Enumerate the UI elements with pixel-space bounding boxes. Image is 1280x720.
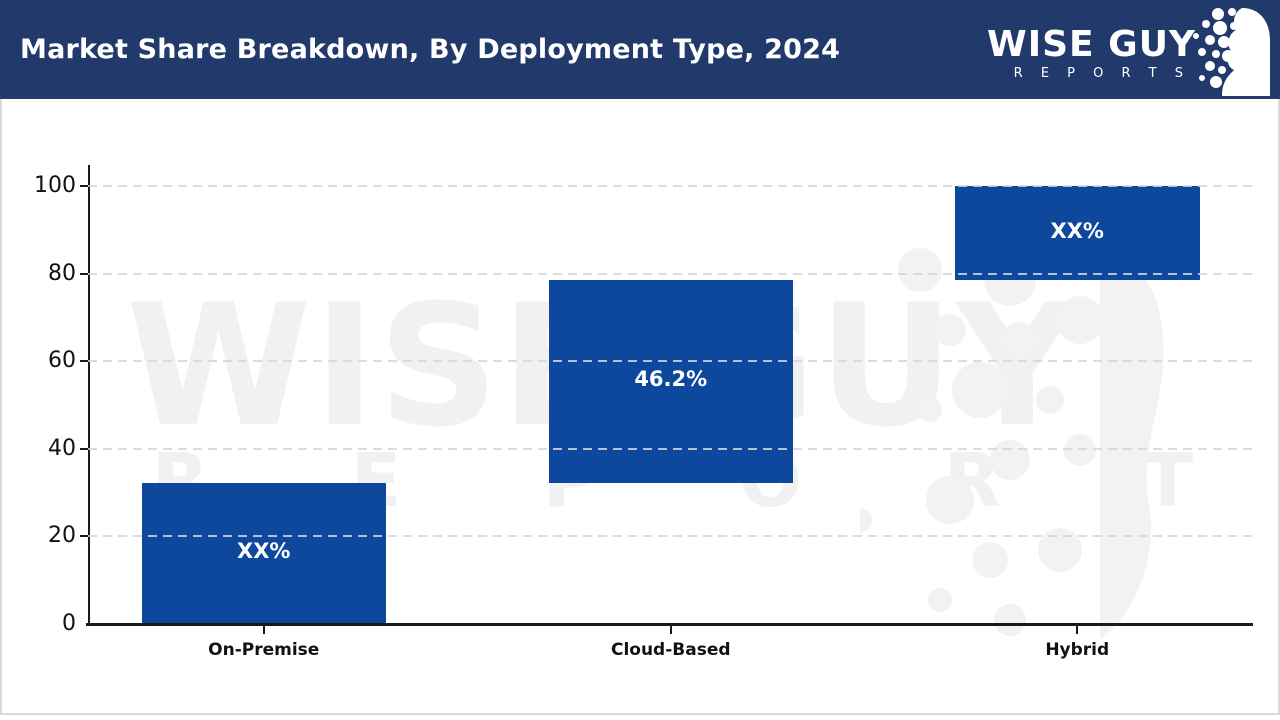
gridline-80 [88, 272, 1252, 275]
y-tick-mark [80, 535, 88, 538]
brand-logo: WISE GUY R E P O R T S [987, 0, 1270, 99]
y-tick-mark [80, 360, 88, 363]
y-tick-mark [80, 447, 88, 450]
x-tick-mark [669, 626, 672, 634]
gridline-60 [88, 360, 1252, 363]
header-bar: Market Share Breakdown, By Deployment Ty… [0, 0, 1280, 99]
x-tick-mark [262, 626, 265, 634]
y-tick-label: 20 [48, 523, 76, 549]
gridline-40 [88, 447, 1252, 450]
x-category-label: Hybrid [1045, 640, 1110, 660]
bar-value-label: 46.2% [634, 367, 708, 392]
x-axis [86, 623, 1253, 626]
bar-on-premise [141, 482, 386, 624]
x-tick-mark [1076, 626, 1079, 634]
y-tick-label: 0 [62, 611, 76, 636]
brand-wordmark: WISE GUY [986, 24, 1196, 65]
y-tick-label: 80 [48, 260, 76, 286]
bar-value-label: XX% [1050, 219, 1104, 244]
y-tick-label: 40 [48, 435, 76, 461]
bar-value-label: XX% [237, 539, 291, 564]
y-axis [88, 165, 90, 626]
y-tick-mark [80, 272, 88, 275]
gridline-20 [88, 535, 1252, 538]
x-category-label: On-Premise [208, 640, 320, 660]
y-tick-label: 100 [34, 173, 76, 198]
brand-subtext: R E P O R T S [1013, 66, 1190, 81]
face-profile-icon [1193, 8, 1270, 96]
page-title: Market Share Breakdown, By Deployment Ty… [20, 34, 841, 65]
y-tick-label: 60 [48, 348, 76, 374]
gridline-100 [88, 185, 1252, 187]
y-tick-mark [80, 185, 88, 187]
x-category-label: Cloud-Based [610, 640, 731, 660]
